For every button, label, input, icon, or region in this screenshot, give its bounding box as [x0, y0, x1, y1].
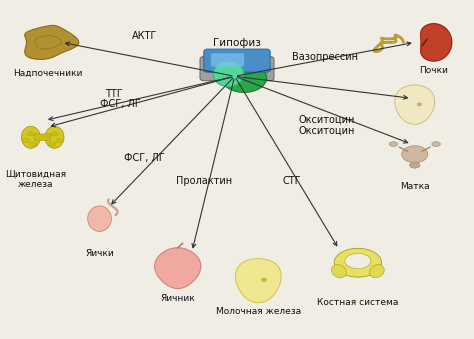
Ellipse shape [45, 126, 64, 148]
Text: Матка: Матка [400, 182, 429, 191]
Text: Окситоцин: Окситоцин [299, 125, 355, 136]
Text: Щитовидная
железа: Щитовидная железа [5, 170, 66, 189]
Text: ФСГ, ЛГ: ФСГ, ЛГ [100, 99, 141, 109]
Ellipse shape [345, 254, 371, 268]
Text: Костная система: Костная система [317, 298, 399, 307]
Ellipse shape [331, 265, 346, 278]
Text: ФСГ, ЛГ: ФСГ, ЛГ [124, 153, 165, 163]
Polygon shape [395, 85, 435, 124]
Ellipse shape [48, 142, 56, 146]
Ellipse shape [27, 132, 35, 136]
FancyBboxPatch shape [35, 134, 51, 141]
FancyBboxPatch shape [200, 57, 274, 81]
Polygon shape [236, 259, 281, 303]
Ellipse shape [410, 162, 420, 168]
Text: Гипофиз: Гипофиз [213, 38, 261, 48]
Text: Надпочечники: Надпочечники [13, 69, 82, 78]
Ellipse shape [401, 146, 428, 163]
Polygon shape [421, 24, 452, 61]
Ellipse shape [22, 139, 29, 143]
FancyBboxPatch shape [204, 49, 270, 72]
Text: Молочная железа: Молочная железа [216, 307, 301, 316]
Text: Вазопрессин: Вазопрессин [292, 52, 358, 62]
Ellipse shape [21, 126, 40, 148]
Polygon shape [25, 25, 79, 59]
Ellipse shape [334, 248, 382, 277]
Text: Яички: Яички [85, 249, 114, 258]
Ellipse shape [88, 206, 111, 232]
Text: ТТГ: ТТГ [105, 89, 123, 99]
Text: Яичник: Яичник [160, 294, 195, 303]
Text: Пролактин: Пролактин [176, 176, 232, 186]
Ellipse shape [389, 142, 398, 146]
Ellipse shape [417, 103, 422, 106]
Ellipse shape [262, 278, 266, 281]
Text: Окситоцин: Окситоцин [299, 114, 355, 124]
Ellipse shape [432, 142, 440, 146]
Text: СТГ: СТГ [282, 176, 301, 186]
Ellipse shape [369, 265, 384, 278]
Ellipse shape [51, 132, 58, 136]
Ellipse shape [56, 139, 63, 143]
Polygon shape [155, 248, 201, 288]
Ellipse shape [29, 142, 36, 146]
Ellipse shape [213, 61, 244, 87]
FancyBboxPatch shape [211, 53, 244, 67]
Text: Почки: Почки [419, 66, 448, 75]
Ellipse shape [222, 63, 266, 92]
Text: АКТГ: АКТГ [132, 31, 157, 41]
